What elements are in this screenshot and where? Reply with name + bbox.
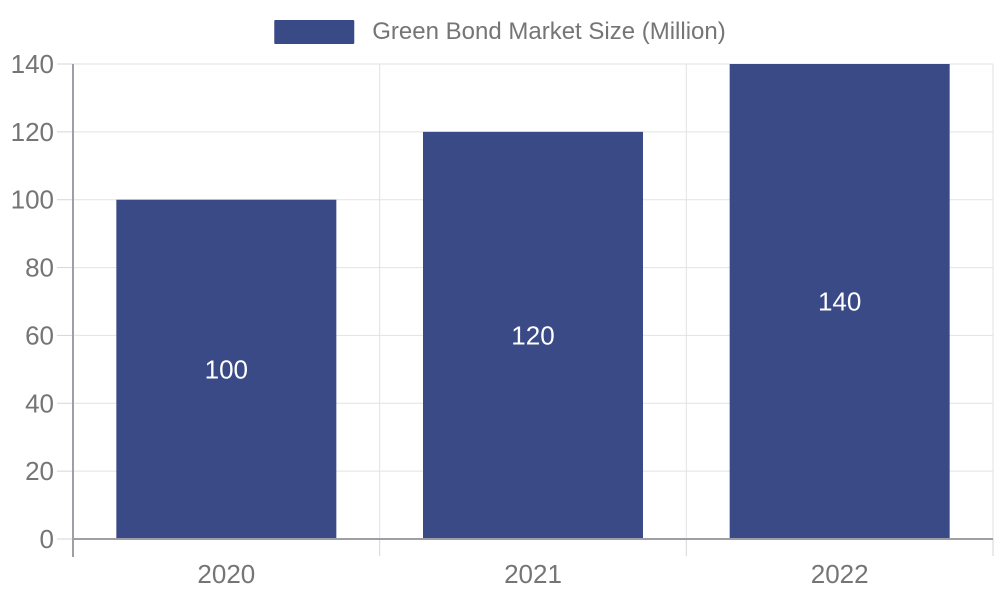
y-axis-tick-label: 40	[25, 388, 54, 418]
legend-swatch-icon	[274, 20, 355, 44]
y-axis-tick-label: 20	[25, 456, 54, 486]
bar-value-label: 140	[818, 287, 861, 317]
legend[interactable]: Green Bond Market Size (Million)	[274, 18, 726, 45]
x-axis-tick-label: 2020	[197, 559, 255, 589]
y-axis-tick-label: 0	[40, 524, 54, 554]
y-axis-tick-label: 60	[25, 320, 54, 350]
y-axis-tick-label: 80	[25, 253, 54, 283]
bar-2021[interactable]	[423, 131, 643, 539]
x-axis-tick-label: 2022	[811, 559, 869, 589]
y-axis-tick-label: 120	[11, 117, 54, 147]
bar-value-label: 120	[511, 320, 554, 350]
y-axis-tick-label: 100	[11, 185, 54, 215]
legend-label: Green Bond Market Size (Million)	[372, 18, 726, 45]
bar-2022[interactable]	[729, 64, 950, 539]
y-axis-tick-label: 140	[11, 49, 54, 79]
bar-2020[interactable]	[116, 199, 337, 539]
bar-value-label: 100	[205, 354, 248, 384]
x-axis-tick-label: 2021	[504, 559, 562, 589]
